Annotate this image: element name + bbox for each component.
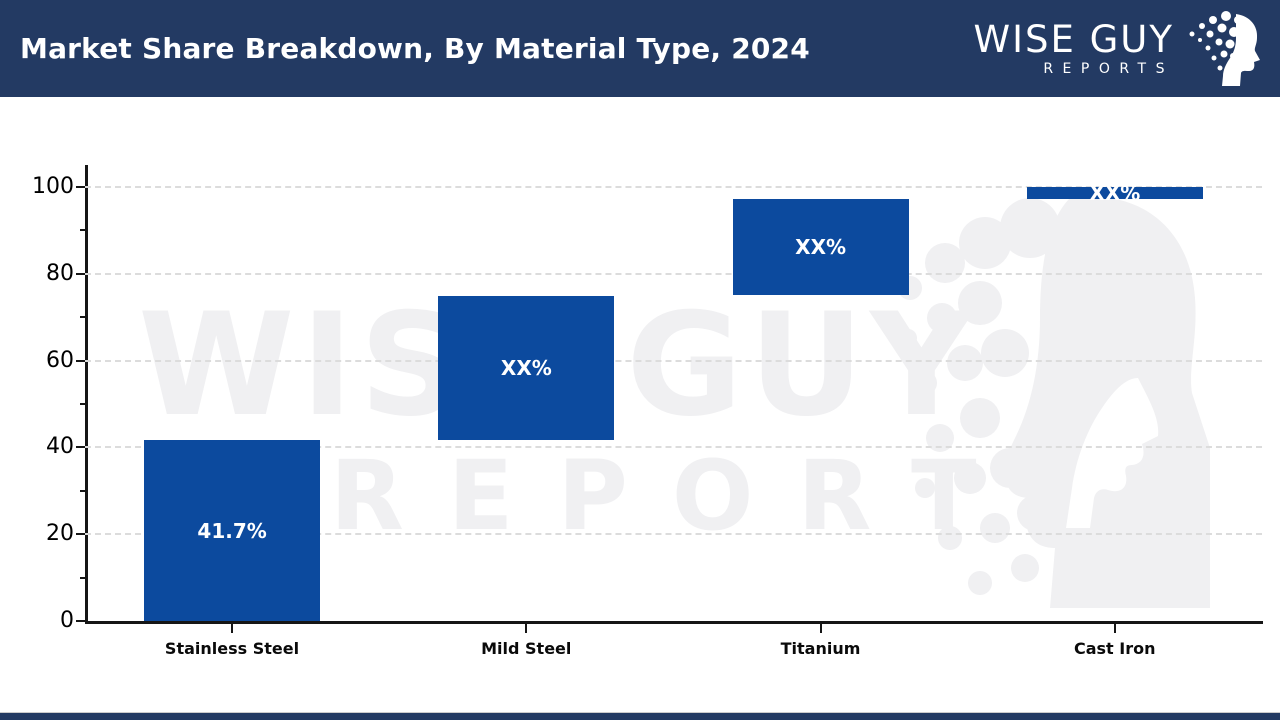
y-minor-tick-mark xyxy=(80,316,85,319)
y-tick-mark xyxy=(76,533,85,536)
waterfall-bar-mild-steel: XX% xyxy=(438,295,615,441)
x-tick-mark xyxy=(525,624,528,633)
wiseguy-head-icon xyxy=(1189,10,1260,86)
y-tick-mark xyxy=(76,620,85,622)
bar-value-label: XX% xyxy=(1089,180,1141,205)
bar-value-label: XX% xyxy=(500,355,552,380)
gridline-100 xyxy=(85,186,1262,188)
x-tick-mark xyxy=(231,624,234,633)
logo-wordmark: WISE GUY xyxy=(973,17,1174,61)
y-minor-tick-mark xyxy=(80,489,85,492)
category-label-mild-steel: Mild Steel xyxy=(481,639,572,658)
gridline-80 xyxy=(85,272,1262,275)
waterfall-bar-stainless-steel: 41.7% xyxy=(144,440,321,621)
y-tick-mark xyxy=(76,186,85,188)
y-tick-label: 80 xyxy=(46,260,74,286)
category-label-cast-iron: Cast Iron xyxy=(1073,639,1156,658)
gridline-60 xyxy=(85,359,1262,362)
y-tick-mark xyxy=(76,446,85,449)
header-bar: Market Share Breakdown, By Material Type… xyxy=(0,0,1280,97)
x-tick-mark xyxy=(1113,624,1116,633)
category-label-titanium: Titanium xyxy=(780,639,861,658)
logo-subtitle: REPORTS xyxy=(1043,60,1174,77)
y-tick-label: 60 xyxy=(46,347,74,373)
y-minor-tick-mark xyxy=(80,576,85,579)
y-tick-label: 40 xyxy=(46,434,74,460)
y-minor-tick-mark xyxy=(80,229,85,232)
x-axis-spine xyxy=(85,621,1263,624)
y-tick-label: 100 xyxy=(32,174,74,199)
y-tick-mark xyxy=(76,272,85,275)
y-tick-mark xyxy=(76,359,85,362)
wiseguy-logo: WISE GUY REPORTS xyxy=(974,6,1280,92)
category-label-stainless-steel: Stainless Steel xyxy=(164,639,300,658)
page-title: Market Share Breakdown, By Material Type… xyxy=(20,32,810,65)
y-tick-label: 20 xyxy=(46,521,74,547)
waterfall-bar-cast-iron: XX% xyxy=(1026,181,1203,205)
waterfall-bar-titanium: XX% xyxy=(732,198,909,296)
logo-text: WISE GUY REPORTS xyxy=(974,21,1174,77)
bar-value-label: XX% xyxy=(795,235,847,260)
y-tick-label: 0 xyxy=(60,608,74,633)
gridline-20 xyxy=(85,533,1262,536)
gridline-40 xyxy=(85,446,1262,449)
x-tick-mark xyxy=(819,624,822,633)
bar-value-label: 41.7% xyxy=(197,518,267,543)
watermark-head-icon xyxy=(898,196,1210,608)
y-minor-tick-mark xyxy=(80,403,85,405)
y-axis-spine xyxy=(85,165,88,624)
footer-bar xyxy=(0,712,1280,720)
